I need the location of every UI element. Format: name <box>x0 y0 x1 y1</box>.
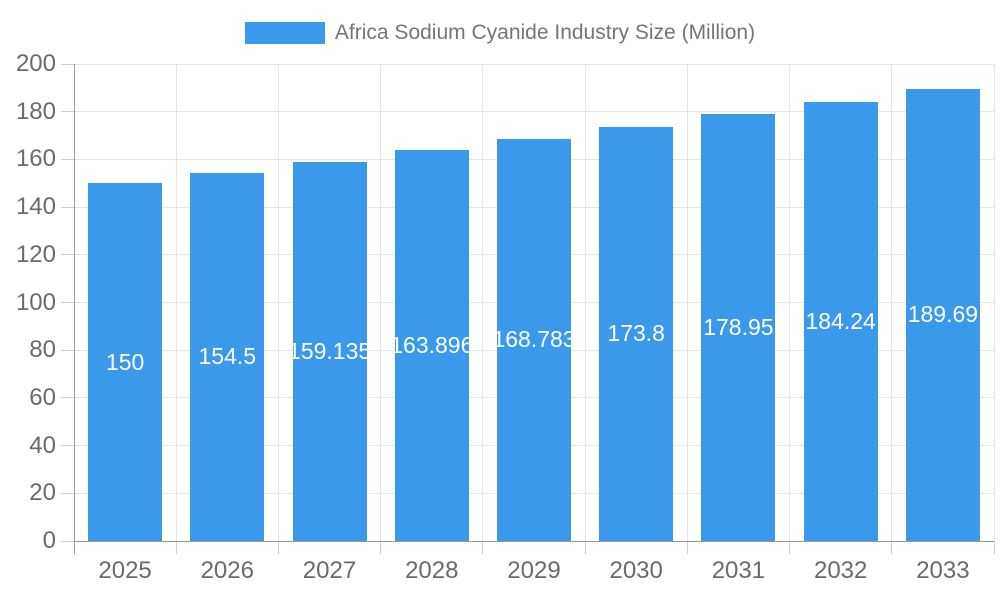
bar-value-label: 150 <box>105 348 145 375</box>
bar-value-label: 159.135 <box>292 337 367 364</box>
y-axis-label: 60 <box>29 383 56 411</box>
y-axis-tick <box>61 254 74 256</box>
bar-value-label: 173.8 <box>607 320 665 347</box>
x-axis-label: 2030 <box>609 557 663 584</box>
gridline-y <box>74 111 994 113</box>
y-axis-label: 200 <box>15 50 56 77</box>
gridline-y <box>74 63 994 65</box>
x-axis-tick <box>380 541 382 554</box>
bar-value-label: 154.5 <box>198 343 257 370</box>
x-axis-label: 2026 <box>200 557 254 584</box>
y-axis-tick <box>61 397 74 399</box>
bar-2031[interactable]: 178.95 <box>701 114 776 541</box>
gridline-x <box>175 64 177 541</box>
x-axis-line <box>74 541 994 542</box>
y-axis-label: 120 <box>15 240 56 268</box>
y-axis-line <box>74 64 75 554</box>
bar-value-label: 184.24 <box>805 307 876 334</box>
y-axis-label: 20 <box>29 479 56 507</box>
gridline-x <box>277 64 279 541</box>
x-axis-tick <box>482 541 484 554</box>
bar-2025[interactable]: 150 <box>88 183 163 542</box>
x-axis-label: 2033 <box>916 557 970 584</box>
bar-2026[interactable]: 154.5 <box>190 172 265 541</box>
bar-value-label: 189.69 <box>907 301 979 328</box>
bar-value-label: 163.896 <box>394 332 469 359</box>
x-axis-tick <box>686 541 688 554</box>
gridline-x <box>993 64 995 541</box>
y-axis-label: 180 <box>15 97 56 125</box>
bar-value-label: 168.783 <box>497 326 571 353</box>
gridline-x <box>584 64 586 541</box>
x-axis-label: 2028 <box>405 557 459 584</box>
x-axis-tick <box>277 541 279 554</box>
y-axis-tick <box>61 206 74 208</box>
legend-swatch[interactable] <box>244 22 325 44</box>
x-axis-label: 2027 <box>302 557 357 584</box>
x-axis-tick <box>584 541 586 554</box>
bar-2030[interactable]: 173.8 <box>599 126 674 541</box>
gridline-x <box>380 64 382 541</box>
y-axis-tick <box>61 158 74 160</box>
x-axis-label: 2032 <box>813 557 868 584</box>
x-axis-label: 2029 <box>507 557 561 584</box>
x-axis-label: 2025 <box>98 557 152 584</box>
x-axis-tick <box>175 541 177 554</box>
bar-value-label: 178.95 <box>703 314 774 341</box>
y-axis-tick <box>61 63 74 65</box>
y-axis-label: 0 <box>42 527 56 554</box>
bar-2028[interactable]: 163.896 <box>394 150 469 541</box>
y-axis-tick <box>61 349 74 351</box>
gridline-x <box>686 64 688 541</box>
y-axis-tick <box>61 540 74 542</box>
y-axis-label: 140 <box>15 193 56 221</box>
y-axis-label: 40 <box>29 431 56 459</box>
gridline-x <box>482 64 484 541</box>
y-axis-label: 160 <box>15 145 56 173</box>
y-axis-tick <box>61 111 74 113</box>
bar-2027[interactable]: 159.135 <box>292 161 367 541</box>
legend: Africa Sodium Cyanide Industry Size (Mil… <box>0 21 1000 45</box>
gridline-x <box>789 64 791 541</box>
bar-2032[interactable]: 184.24 <box>803 101 878 541</box>
legend-label[interactable]: Africa Sodium Cyanide Industry Size (Mil… <box>334 21 756 44</box>
y-axis-tick <box>61 302 74 303</box>
x-axis-tick <box>993 541 995 554</box>
y-axis-tick <box>61 445 74 447</box>
bar-2029[interactable]: 168.783 <box>497 138 571 541</box>
x-axis-tick <box>891 541 893 554</box>
bar-2033[interactable]: 189.69 <box>905 88 980 541</box>
y-axis-label: 80 <box>29 336 56 364</box>
x-axis-label: 2031 <box>711 557 766 584</box>
y-axis-label: 100 <box>15 288 56 316</box>
y-axis-tick <box>61 492 74 494</box>
gridline-x <box>891 64 893 541</box>
x-axis-tick <box>789 541 791 554</box>
